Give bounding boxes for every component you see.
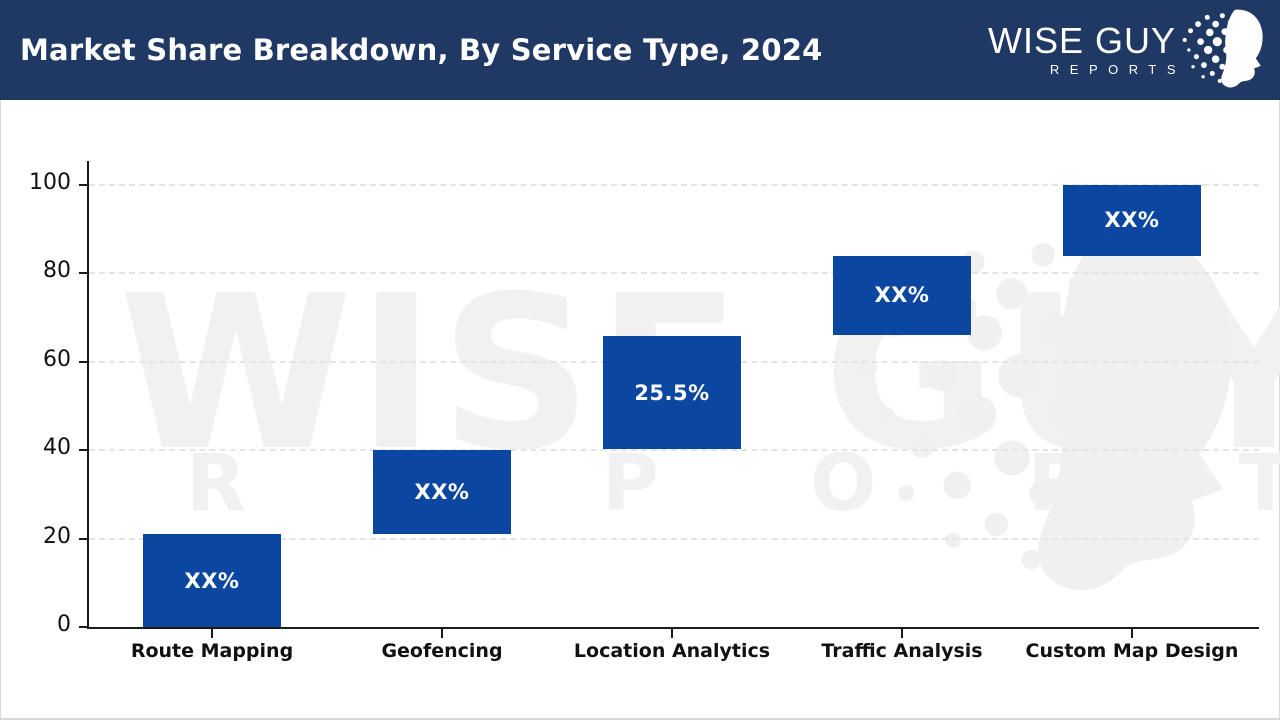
bar-location-analytics: 25.5% <box>603 336 741 449</box>
x-tick-label: Location Analytics <box>573 640 771 662</box>
y-axis-line <box>87 161 89 629</box>
x-axis-line <box>87 627 1259 629</box>
bar-custom-map-design: XX% <box>1063 185 1201 256</box>
gridline-100 <box>89 184 1259 186</box>
y-tick-label: 20 <box>43 523 71 549</box>
gridline-40 <box>89 449 1259 452</box>
bar-route-mapping: XX% <box>143 534 281 627</box>
bar-traffic-analysis: XX% <box>833 255 971 336</box>
bottom-border-line <box>1 718 1280 720</box>
bar-value-label: XX% <box>414 480 470 505</box>
x-tick-label: Geofencing <box>381 640 503 662</box>
bar-value-label: XX% <box>184 568 240 593</box>
y-tick-mark-0 <box>79 626 88 628</box>
x-tick-mark <box>1131 629 1133 638</box>
y-tick-label: 100 <box>29 170 71 195</box>
x-tick-mark <box>671 629 673 638</box>
x-tick-mark <box>441 629 443 638</box>
page-title: Market Share Breakdown, By Service Type,… <box>20 33 823 67</box>
bar-value-label: XX% <box>874 283 930 308</box>
x-tick-label: Custom Map Design <box>1025 640 1239 662</box>
y-tick-label: 60 <box>43 346 71 372</box>
gridline-20 <box>89 537 1259 540</box>
y-tick-mark-20 <box>79 537 88 540</box>
header-band: Market Share Breakdown, By Service Type,… <box>0 0 1280 100</box>
x-tick-label: Traffic Analysis <box>821 640 983 662</box>
x-tick-mark <box>901 629 903 638</box>
y-tick-mark-80 <box>79 272 88 275</box>
wiseguy-face-icon <box>1182 9 1263 88</box>
wiseguy-logo-line1: WISE GUY <box>987 20 1176 61</box>
wiseguy-logo-line2: REPORTS <box>1049 62 1186 77</box>
wiseguy-logo: WISE GUY REPORTS <box>988 7 1270 93</box>
y-tick-label: 80 <box>43 258 71 284</box>
y-tick-mark-60 <box>79 360 88 363</box>
y-tick-mark-100 <box>79 184 88 186</box>
y-tick-mark-40 <box>79 449 88 452</box>
wiseguy-logo-text: WISE GUY REPORTS <box>987 20 1176 78</box>
bar-value-label: 25.5% <box>634 380 710 405</box>
gridline-80 <box>89 272 1259 275</box>
bar-value-label: XX% <box>1104 208 1160 233</box>
x-tick-mark <box>211 629 213 638</box>
bar-geofencing: XX% <box>373 450 511 535</box>
chart-area: WISE GUY R E P O R T S 020406080100XX%Ro… <box>0 100 1280 720</box>
y-tick-label: 40 <box>43 435 71 461</box>
x-tick-label: Route Mapping <box>130 640 294 662</box>
y-tick-label: 0 <box>57 612 71 637</box>
